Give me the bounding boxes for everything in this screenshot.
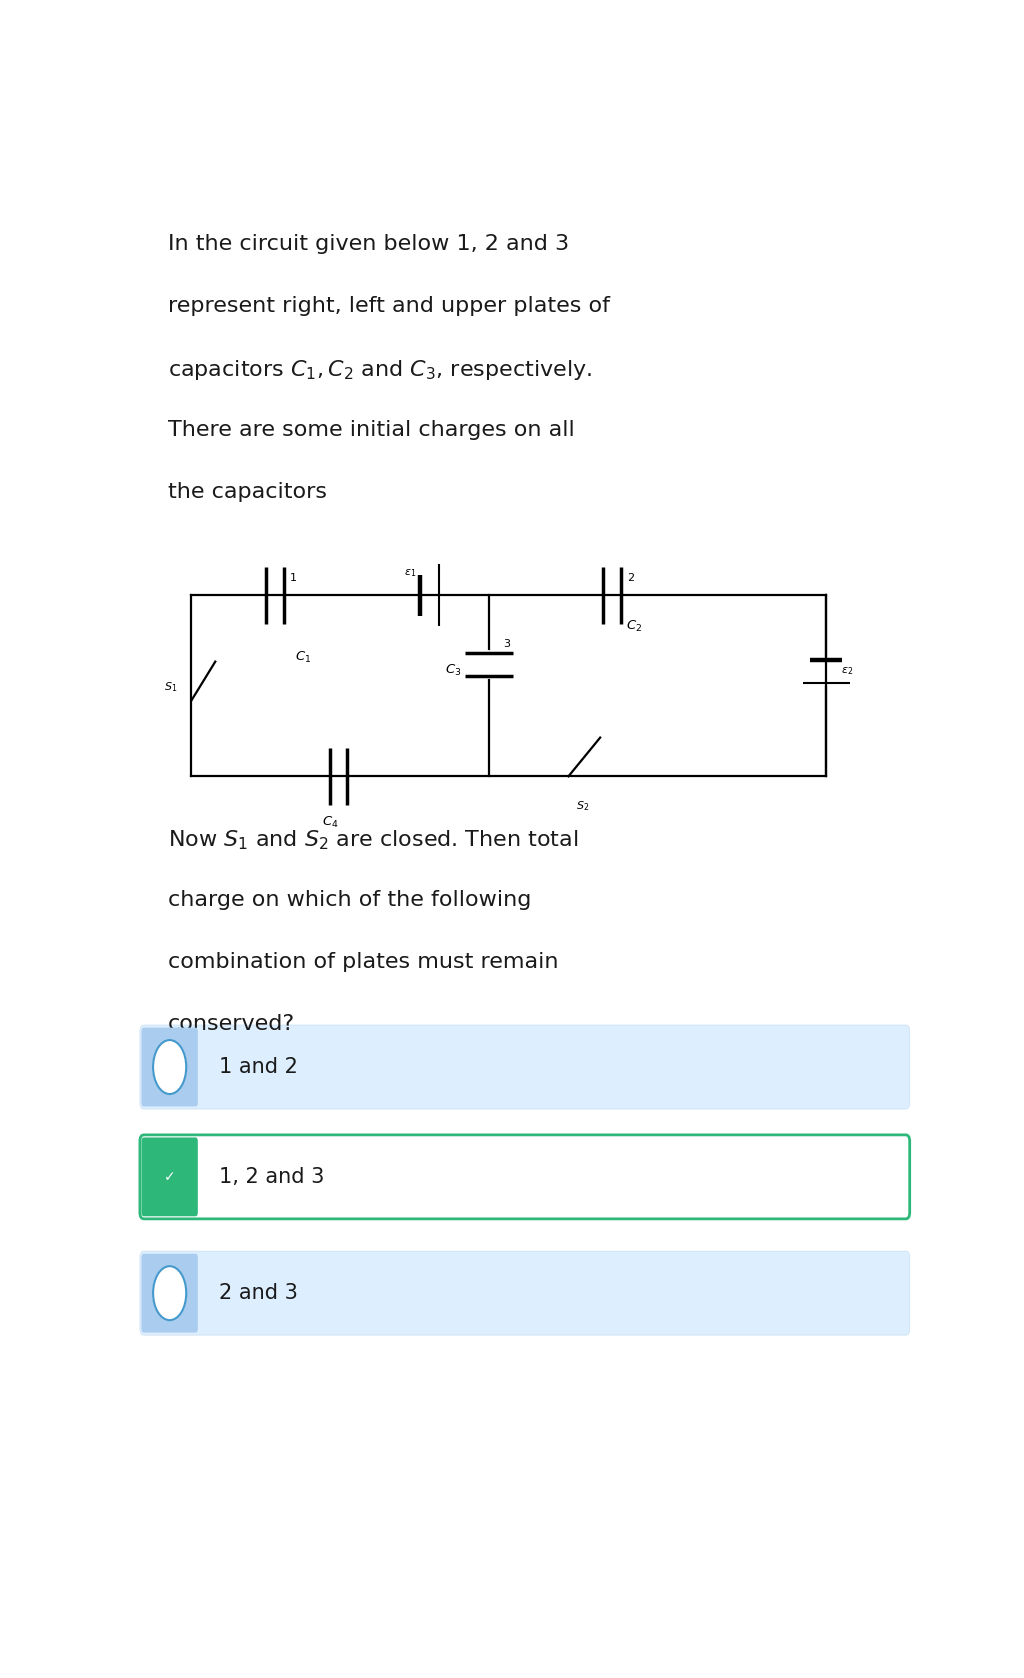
Text: Now $S_1$ and $S_2$ are closed. Then total: Now $S_1$ and $S_2$ are closed. Then tot… bbox=[168, 827, 579, 852]
Text: There are some initial charges on all: There are some initial charges on all bbox=[168, 420, 574, 440]
Text: ✓: ✓ bbox=[164, 1170, 175, 1185]
Text: $\varepsilon_2$: $\varepsilon_2$ bbox=[841, 666, 853, 678]
FancyBboxPatch shape bbox=[141, 1253, 198, 1332]
Text: the capacitors: the capacitors bbox=[168, 482, 327, 502]
Text: 2 and 3: 2 and 3 bbox=[219, 1284, 298, 1304]
Text: $C_4$: $C_4$ bbox=[323, 816, 339, 831]
Text: represent right, left and upper plates of: represent right, left and upper plates o… bbox=[168, 295, 609, 315]
FancyBboxPatch shape bbox=[141, 1138, 198, 1217]
Text: 1, 2 and 3: 1, 2 and 3 bbox=[219, 1166, 325, 1186]
Text: 3: 3 bbox=[504, 639, 510, 649]
Text: In the circuit given below 1, 2 and 3: In the circuit given below 1, 2 and 3 bbox=[168, 233, 568, 253]
Circle shape bbox=[153, 1040, 186, 1094]
Text: $\varepsilon_1$: $\varepsilon_1$ bbox=[403, 567, 416, 579]
Text: 1: 1 bbox=[290, 572, 297, 582]
Text: $C_3$: $C_3$ bbox=[445, 663, 462, 678]
Text: $C_1$: $C_1$ bbox=[295, 649, 311, 664]
Circle shape bbox=[153, 1149, 186, 1203]
FancyBboxPatch shape bbox=[141, 1027, 198, 1106]
FancyBboxPatch shape bbox=[140, 1252, 909, 1336]
Text: charge on which of the following: charge on which of the following bbox=[168, 889, 531, 909]
Circle shape bbox=[153, 1267, 186, 1321]
Text: $C_2$: $C_2$ bbox=[627, 619, 642, 634]
Text: capacitors $C_1,C_2$ and $C_3$, respectively.: capacitors $C_1,C_2$ and $C_3$, respecti… bbox=[168, 357, 592, 381]
Text: conserved?: conserved? bbox=[168, 1014, 295, 1034]
Text: 2: 2 bbox=[627, 572, 634, 582]
Text: 1 and 2: 1 and 2 bbox=[219, 1057, 298, 1077]
Text: combination of plates must remain: combination of plates must remain bbox=[168, 951, 558, 972]
FancyBboxPatch shape bbox=[140, 1025, 909, 1109]
Text: $S_1$: $S_1$ bbox=[164, 681, 177, 695]
Text: $S_2$: $S_2$ bbox=[577, 800, 590, 814]
FancyBboxPatch shape bbox=[140, 1134, 909, 1218]
